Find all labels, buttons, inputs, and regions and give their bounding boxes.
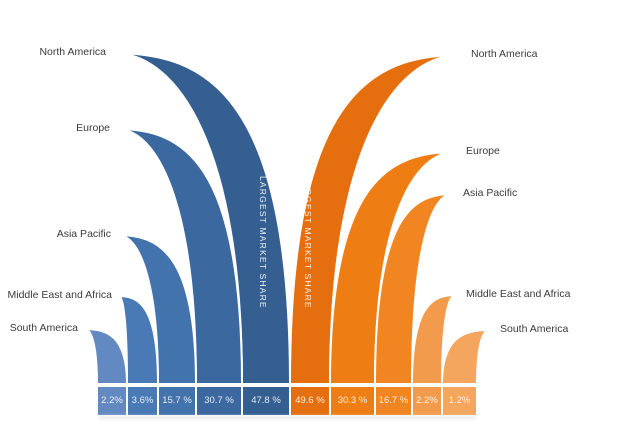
stream-right-asia-pacific [373, 193, 453, 385]
label-left-europe: Europe [76, 122, 110, 134]
vertical-label-left: LARGEST MARKET SHARE [258, 176, 268, 309]
label-left-north-america: North America [39, 46, 106, 58]
band-cell-left-asia-pacific: 15.7 % [159, 387, 195, 415]
band-cell-left-middle-east-and-africa: 3.6% [128, 387, 157, 415]
label-right-south-america: South America [500, 323, 569, 335]
label-right-asia-pacific: Asia Pacific [463, 187, 518, 199]
label-left-asia-pacific: Asia Pacific [56, 228, 111, 240]
label-left-south-america: South America [9, 322, 78, 334]
stream-left-middle-east-and-africa [118, 295, 160, 385]
band-cell-right-europe: 30.3 % [331, 387, 374, 415]
label-right-north-america: North America [471, 48, 538, 60]
band-cell-left-north-america: 47.8 % [243, 387, 289, 415]
label-right-europe: Europe [466, 145, 500, 157]
stream-right-south-america [440, 329, 490, 385]
label-left-middle-east-and-africa: Middle East and Africa [7, 289, 112, 301]
band-cell-right-north-america: 49.6 % [291, 387, 329, 415]
band-cell-right-middle-east-and-africa: 2.2% [413, 387, 441, 415]
band-cell-right-asia-pacific: 16.7 % [376, 387, 411, 415]
vertical-label-right: LARGEST MARKET SHARE [303, 176, 313, 309]
band-cell-left-south-america: 2.2% [98, 387, 126, 415]
stream-right-middle-east-and-africa [410, 294, 456, 385]
band-shadow [99, 416, 476, 419]
stream-left-south-america [84, 328, 129, 385]
stream-right-north-america [288, 54, 461, 385]
stream-left-europe [116, 128, 244, 385]
band-cell-right-south-america: 1.2% [443, 387, 476, 415]
band-cell-left-europe: 30.7 % [197, 387, 241, 415]
stream-right-europe [328, 151, 456, 385]
stream-left-asia-pacific [117, 234, 198, 385]
label-right-middle-east-and-africa: Middle East and Africa [466, 288, 571, 300]
